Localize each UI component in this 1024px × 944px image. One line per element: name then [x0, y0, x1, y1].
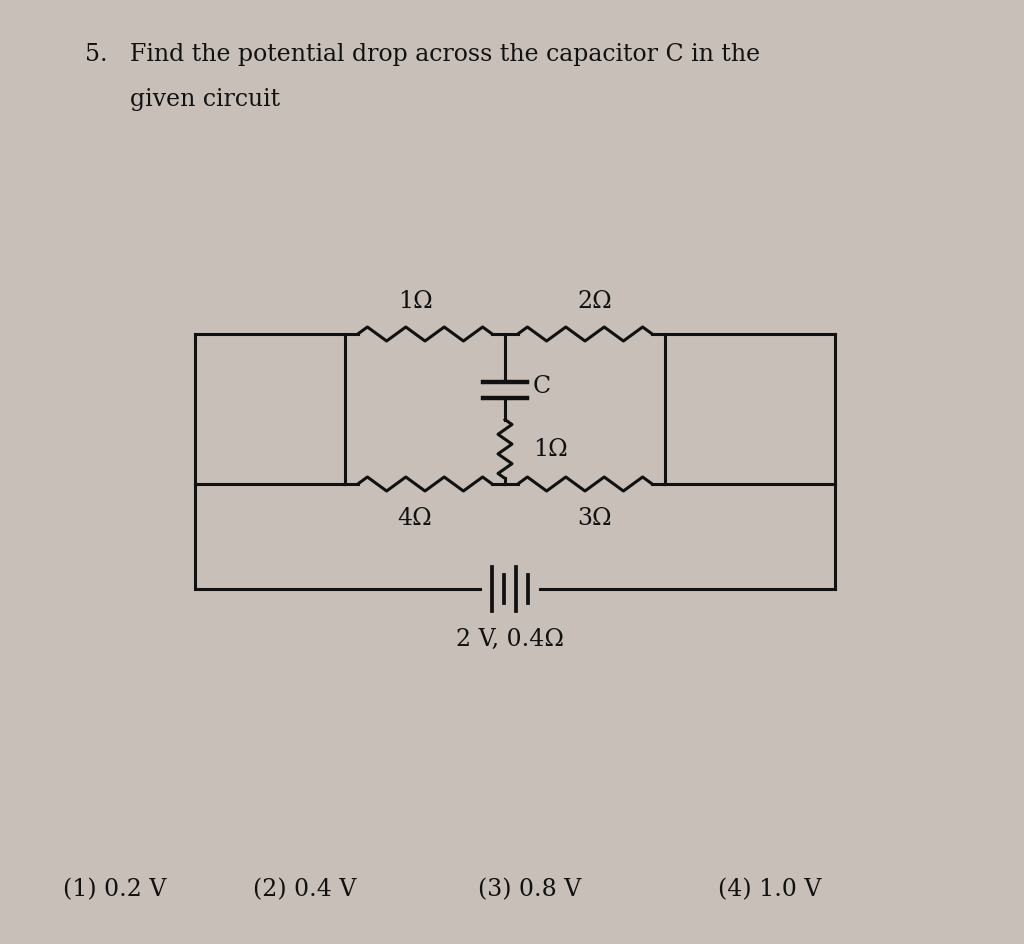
Text: 3Ω: 3Ω [578, 507, 612, 530]
Text: 1Ω: 1Ω [534, 438, 567, 461]
Text: (1) 0.2 V: (1) 0.2 V [63, 878, 167, 901]
Text: 4Ω: 4Ω [397, 507, 432, 530]
Text: C: C [534, 375, 551, 398]
Text: 5.: 5. [85, 43, 108, 66]
Text: (4) 1.0 V: (4) 1.0 V [718, 878, 821, 901]
Text: 2 V, 0.4Ω: 2 V, 0.4Ω [456, 628, 564, 650]
Text: Find the potential drop across the capacitor C in the: Find the potential drop across the capac… [130, 43, 760, 66]
Text: given circuit: given circuit [130, 89, 281, 111]
Text: (3) 0.8 V: (3) 0.8 V [478, 878, 582, 901]
Text: (2) 0.4 V: (2) 0.4 V [253, 878, 356, 901]
Text: 1Ω: 1Ω [397, 290, 432, 312]
Text: 2Ω: 2Ω [578, 290, 612, 312]
